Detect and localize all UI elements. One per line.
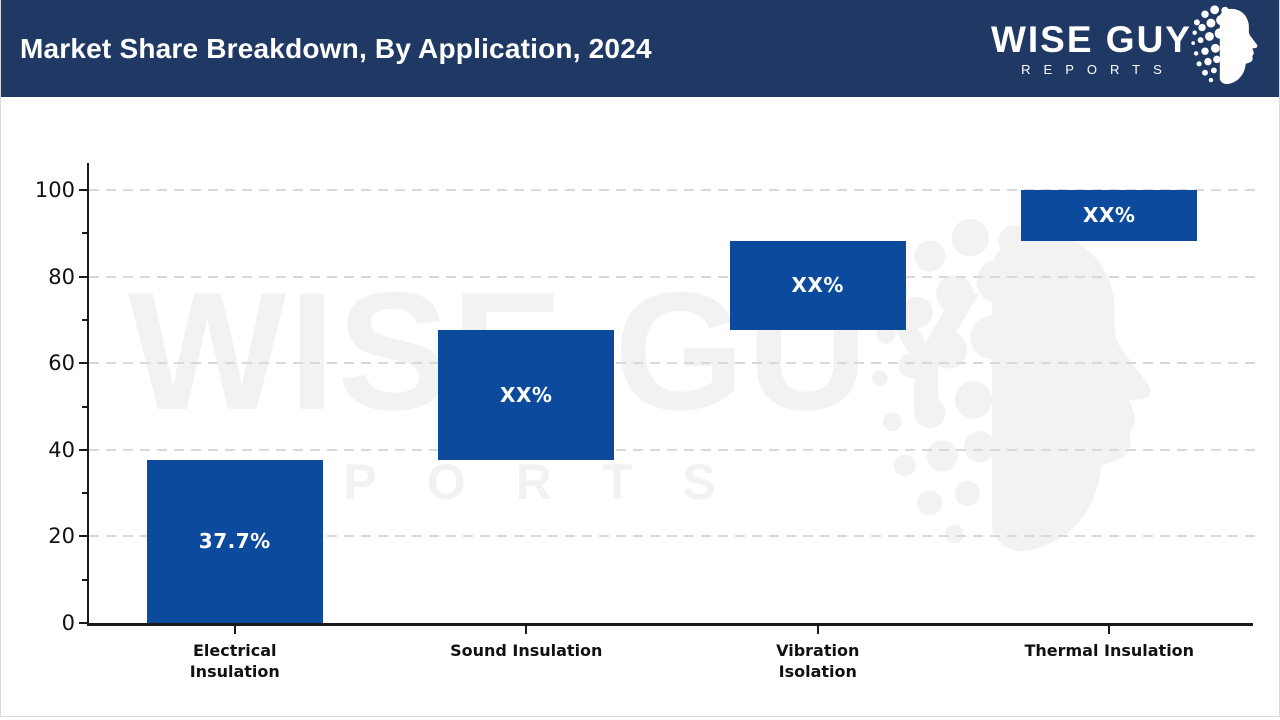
y-tick-major-80 — [79, 275, 87, 278]
y-tick-minor-90 — [82, 232, 87, 235]
y-tick-label-40: 40 — [48, 437, 75, 462]
bar-thermal-insulation: XX% — [1021, 190, 1198, 241]
grid-line-100 — [89, 189, 1255, 191]
wiseguy-logo: WISE GUY REPORTS — [991, 4, 1262, 94]
y-tick-minor-50 — [82, 405, 87, 408]
x-category-label: Electrical Insulation — [189, 641, 280, 681]
bar-value-label: XX% — [1083, 203, 1136, 228]
y-tick-major-20 — [79, 535, 87, 538]
x-tick-1 — [525, 626, 528, 634]
grid-line-20 — [89, 535, 1255, 538]
bar-sound-insulation: XX% — [438, 329, 615, 460]
chart-area: WISE GUY REPORTS 0 20 40 60 80 100 37.7% Electr… — [0, 97, 1280, 717]
bar-value-label: 37.7% — [198, 529, 271, 554]
y-tick-major-60 — [79, 362, 87, 365]
grid-line-80 — [89, 275, 1255, 278]
page-title: Market Share Breakdown, By Application, … — [20, 32, 652, 64]
x-category-label: Thermal Insulation — [1024, 641, 1195, 660]
grid-line-60 — [89, 362, 1255, 365]
bar-electrical-insulation: 37.7% — [146, 459, 323, 623]
header-bar: Market Share Breakdown, By Application, … — [0, 0, 1280, 97]
y-tick-major-40 — [79, 448, 87, 451]
x-tick-3 — [1108, 626, 1111, 634]
y-tick-minor-70 — [82, 318, 87, 321]
y-tick-label-100: 100 — [34, 178, 75, 202]
y-tick-major-100 — [79, 189, 87, 191]
logo-wordmark-line1: WISE GUY — [990, 18, 1192, 60]
bar-value-label: XX% — [500, 382, 553, 407]
y-tick-label-20: 20 — [48, 524, 75, 549]
y-tick-major-0 — [79, 622, 87, 624]
logo-wordmark: WISE GUY REPORTS — [991, 21, 1192, 77]
y-tick-label-0: 0 — [61, 611, 75, 635]
grid-line-40 — [89, 448, 1255, 451]
y-tick-minor-30 — [82, 492, 87, 495]
x-tick-0 — [233, 626, 236, 634]
logo-wordmark-line2: REPORTS — [1021, 61, 1175, 77]
y-tick-label-80: 80 — [48, 264, 75, 289]
y-tick-label-60: 60 — [48, 351, 75, 376]
bar-vibration-isolation: XX% — [729, 240, 906, 330]
x-tick-2 — [816, 626, 819, 634]
y-tick-minor-10 — [82, 578, 87, 581]
plot-region: 0 20 40 60 80 100 37.7% Electrical Insulation XX… — [35, 163, 1255, 681]
bar-value-label: XX% — [791, 273, 844, 298]
x-category-label: Sound Insulation — [450, 641, 603, 660]
logo-head-icon — [1188, 4, 1262, 94]
x-category-label: Vibration Isolation — [776, 641, 860, 681]
